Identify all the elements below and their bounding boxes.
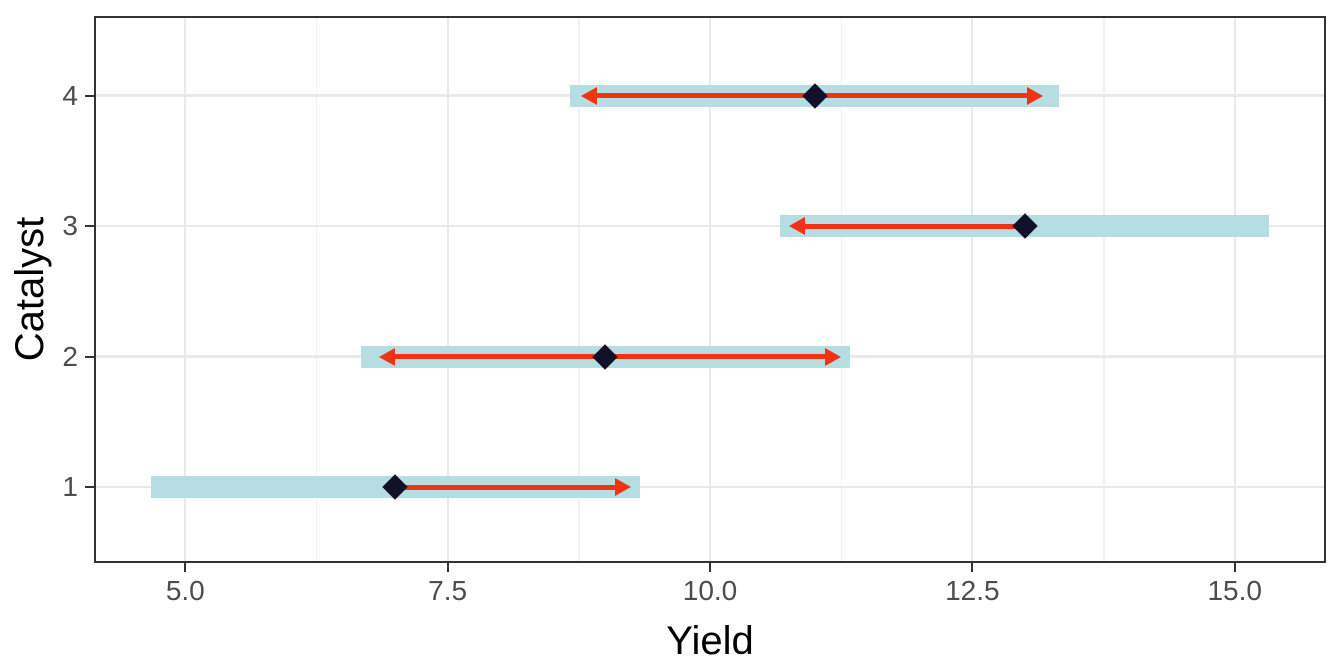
x-tick-mark-10.0	[709, 563, 711, 572]
x-tick-label-10.0: 10.0	[682, 575, 738, 606]
arrowhead-right-catalyst-4	[1026, 86, 1043, 105]
x-tick-mark-5.0	[184, 563, 187, 572]
interval-arrow-catalyst-1	[395, 484, 619, 490]
gridline-minor-x-13.75	[1103, 16, 1105, 563]
y-tick-label-3: 3	[62, 210, 78, 242]
x-tick-label-5.0: 5.0	[165, 575, 205, 606]
arrowhead-left-catalyst-3	[788, 217, 805, 236]
arrowhead-left-catalyst-2	[379, 347, 396, 366]
gridline-major-x-7.5	[446, 16, 449, 563]
y-tick-mark-4	[85, 94, 94, 97]
gridline-major-x-10	[709, 16, 711, 563]
x-tick-mark-15.0	[1233, 563, 1236, 572]
gridline-minor-x-6.25	[315, 16, 318, 563]
interval-arrow-catalyst-3	[801, 223, 1025, 229]
x-tick-label-12.5: 12.5	[945, 575, 1000, 606]
x-tick-mark-7.5	[446, 563, 449, 572]
gridline-major-y-1	[94, 485, 1326, 489]
gridline-minor-x-11.25	[840, 16, 843, 563]
x-tick-label-15.0: 15.0	[1207, 575, 1262, 606]
x-tick-mark-12.5	[971, 563, 974, 572]
arrowhead-right-catalyst-2	[825, 347, 842, 366]
y-tick-label-2: 2	[62, 340, 78, 372]
arrowhead-right-catalyst-1	[615, 478, 632, 496]
y-tick-label-1: 1	[62, 471, 78, 502]
y-tick-label-4: 4	[62, 79, 78, 111]
gridline-major-x-12.5	[971, 16, 974, 563]
gridline-minor-x-8.75	[578, 16, 580, 563]
arrowhead-left-catalyst-4	[580, 86, 597, 105]
y-tick-mark-3	[85, 225, 94, 228]
x-axis-title: Yield	[666, 619, 754, 663]
plot-panel	[94, 16, 1326, 563]
x-tick-label-7.5: 7.5	[428, 575, 468, 606]
y-tick-mark-1	[85, 486, 94, 488]
gridline-major-x-15	[1233, 16, 1236, 563]
y-tick-mark-2	[85, 355, 94, 358]
y-axis-title: Catalyst	[8, 216, 52, 362]
gridline-major-x-5	[184, 16, 187, 563]
gridline-major-y-3	[94, 224, 1326, 228]
